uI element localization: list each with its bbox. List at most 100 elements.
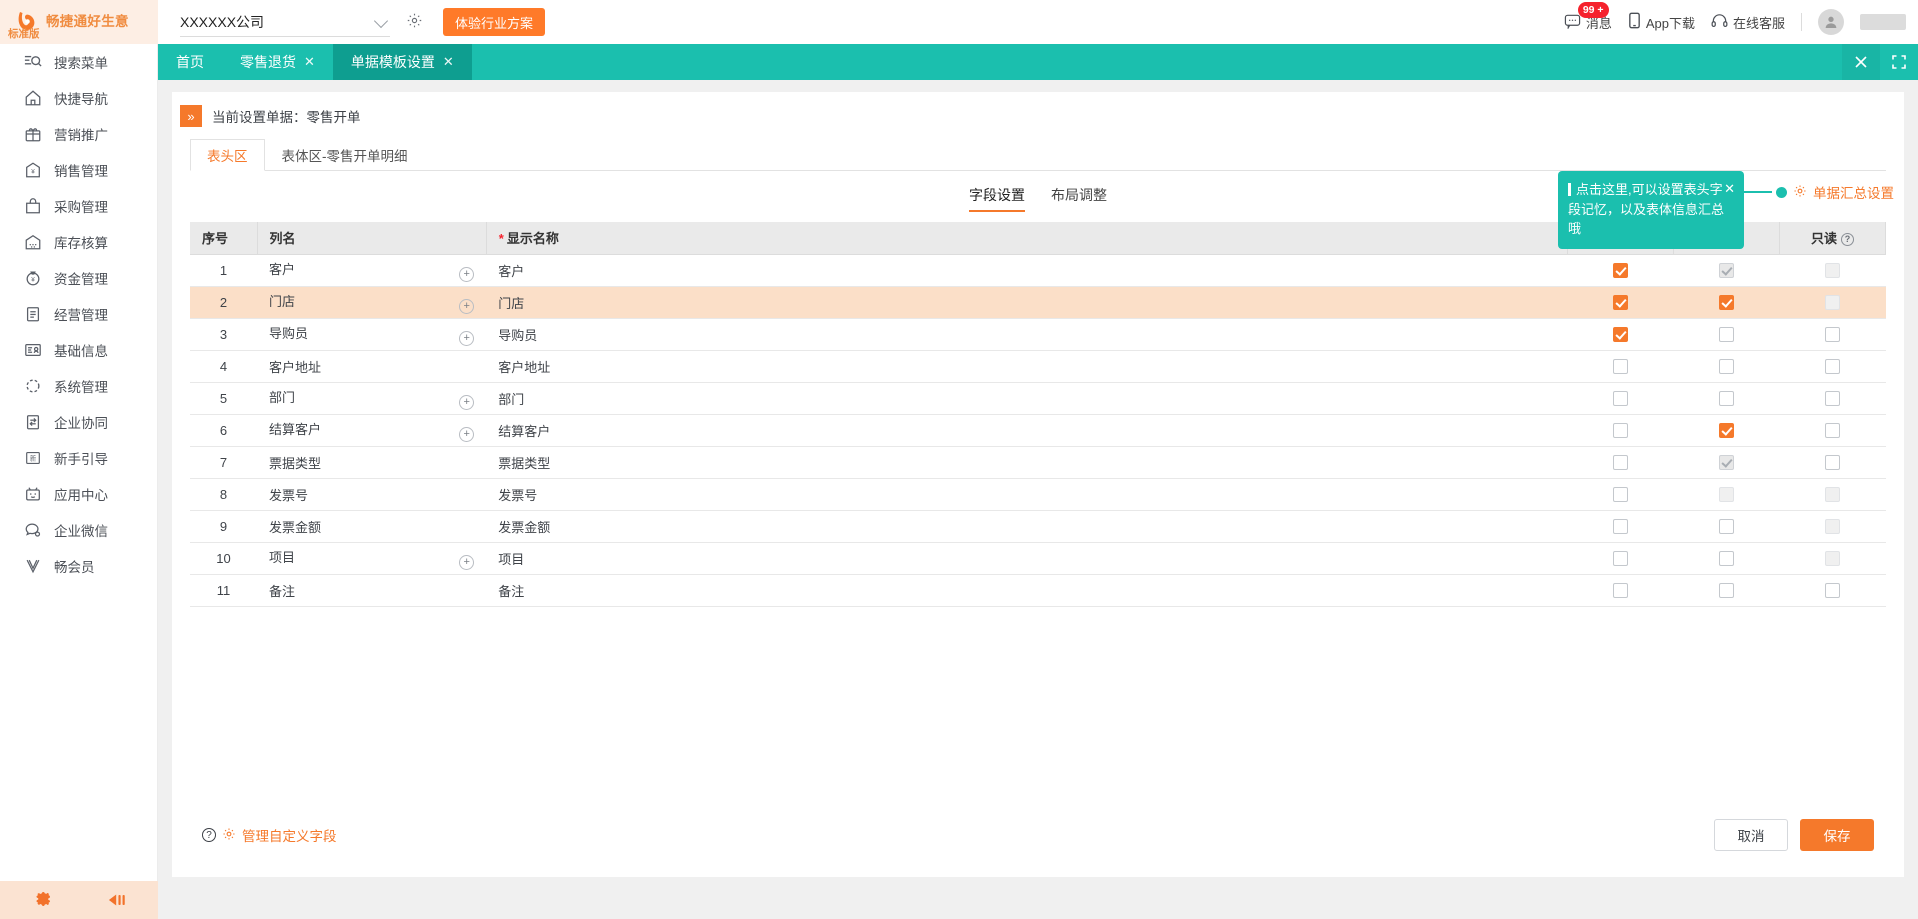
cell-display-name[interactable]: 客户 bbox=[486, 254, 1568, 287]
sidebar-item-newbie-guide[interactable]: 新 新手引导 bbox=[0, 440, 157, 476]
table-row[interactable]: 2 门店 + 门店 bbox=[190, 286, 1886, 319]
close-icon[interactable]: ✕ bbox=[442, 54, 454, 69]
table-row[interactable]: 5 部门 + 部门 bbox=[190, 382, 1886, 415]
table-row[interactable]: 7 票据类型 票据类型 bbox=[190, 446, 1886, 479]
cell-display-name[interactable]: 导购员 bbox=[486, 318, 1568, 351]
table-row[interactable]: 8 发票号 发票号 bbox=[190, 478, 1886, 511]
checkbox-show[interactable] bbox=[1613, 295, 1629, 311]
expand-plus-icon[interactable]: + bbox=[459, 330, 475, 346]
manage-custom-fields-link[interactable]: ? 管理自定义字段 bbox=[202, 825, 337, 845]
cell-required bbox=[1673, 478, 1780, 511]
gear-icon[interactable] bbox=[406, 12, 423, 32]
checkbox-required[interactable] bbox=[1719, 519, 1734, 535]
checkbox-readonly[interactable] bbox=[1824, 327, 1840, 343]
online-service-entry[interactable]: 在线客服 bbox=[1711, 13, 1785, 32]
table-row[interactable]: 6 结算客户 + 结算客户 bbox=[190, 414, 1886, 447]
checkbox-show[interactable] bbox=[1613, 551, 1629, 567]
sidebar-item-operations[interactable]: 经营管理 bbox=[0, 296, 157, 332]
cell-display-name[interactable]: 部门 bbox=[486, 382, 1568, 415]
checkbox-readonly[interactable] bbox=[1824, 359, 1840, 375]
sidebar-item-wecom[interactable]: 企业微信 bbox=[0, 512, 157, 548]
tab-field-settings[interactable]: 字段设置 bbox=[969, 185, 1025, 212]
cell-display-name[interactable]: 门店 bbox=[486, 286, 1568, 319]
messages-entry[interactable]: 消息 99 + bbox=[1564, 1, 1612, 32]
sidebar-item-sales[interactable]: ¥ 销售管理 bbox=[0, 152, 157, 188]
checkbox-show[interactable] bbox=[1613, 263, 1629, 279]
expand-plus-icon[interactable]: + bbox=[459, 298, 475, 314]
close-icon[interactable] bbox=[1842, 44, 1880, 80]
tab-retail-return[interactable]: 零售退货 ✕ bbox=[222, 44, 333, 80]
sidebar-item-collaboration[interactable]: 企业协同 bbox=[0, 404, 157, 440]
checkbox-required bbox=[1719, 455, 1734, 471]
company-select[interactable]: XXXXXX公司 bbox=[180, 7, 390, 37]
sidebar-item-search-menu[interactable]: 搜索菜单 bbox=[0, 44, 157, 80]
tab-header-area[interactable]: 表头区 bbox=[190, 139, 265, 171]
save-button[interactable]: 保存 bbox=[1800, 819, 1874, 851]
experience-solution-button[interactable]: 体验行业方案 bbox=[443, 8, 546, 36]
expand-plus-icon[interactable]: + bbox=[459, 394, 475, 410]
checkbox-show[interactable] bbox=[1613, 455, 1629, 471]
tab-doc-template-settings[interactable]: 单据模板设置 ✕ bbox=[332, 44, 472, 80]
cell-display-name[interactable]: 结算客户 bbox=[486, 414, 1568, 447]
checkbox-required[interactable] bbox=[1719, 295, 1734, 311]
cell-column-name: 门店 + bbox=[257, 286, 487, 319]
table-row[interactable]: 4 客户地址 客户地址 bbox=[190, 350, 1886, 383]
cell-required bbox=[1673, 510, 1780, 543]
close-icon[interactable]: ✕ bbox=[304, 54, 315, 69]
checkbox-readonly[interactable] bbox=[1824, 583, 1840, 599]
tab-layout-adjust[interactable]: 布局调整 bbox=[1051, 185, 1107, 212]
checkbox-readonly[interactable] bbox=[1824, 423, 1840, 439]
table-row[interactable]: 11 备注 备注 bbox=[190, 574, 1886, 607]
expand-plus-icon[interactable]: + bbox=[459, 554, 475, 570]
sidebar-item-marketing[interactable]: 营销推广 bbox=[0, 116, 157, 152]
question-icon[interactable]: ? bbox=[1841, 232, 1854, 246]
table-row[interactable]: 9 发票金额 发票金额 bbox=[190, 510, 1886, 543]
checkbox-required[interactable] bbox=[1719, 359, 1734, 375]
expand-plus-icon[interactable]: + bbox=[459, 426, 475, 442]
sidebar-item-funds[interactable]: ¥ 资金管理 bbox=[0, 260, 157, 296]
sidebar-item-system[interactable]: 系统管理 bbox=[0, 368, 157, 404]
sidebar-item-quick-nav[interactable]: 快捷导航 bbox=[0, 80, 157, 116]
sidebar-item-basic-info[interactable]: 基础信息 bbox=[0, 332, 157, 368]
checkbox-show[interactable] bbox=[1613, 327, 1629, 343]
checkbox-readonly[interactable] bbox=[1824, 391, 1840, 407]
checkbox-required[interactable] bbox=[1719, 583, 1734, 599]
cell-display-name[interactable]: 发票金额 bbox=[486, 510, 1568, 543]
sidebar-item-purchase[interactable]: 采购管理 bbox=[0, 188, 157, 224]
cell-display-name[interactable]: 发票号 bbox=[486, 478, 1568, 511]
fullscreen-icon[interactable] bbox=[1880, 44, 1918, 80]
cell-display-name[interactable]: 客户地址 bbox=[486, 350, 1568, 383]
checkbox-show[interactable] bbox=[1613, 583, 1629, 599]
checkbox-show[interactable] bbox=[1613, 359, 1629, 375]
table-row[interactable]: 10 项目 + 项目 bbox=[190, 542, 1886, 575]
checkbox-readonly bbox=[1824, 295, 1840, 311]
sidebar-item-inventory[interactable]: 库存核算 bbox=[0, 224, 157, 260]
tab-home[interactable]: 首页 bbox=[158, 44, 222, 80]
checkbox-required[interactable] bbox=[1719, 551, 1734, 567]
checkbox-readonly[interactable] bbox=[1824, 455, 1840, 471]
gear-icon[interactable] bbox=[36, 891, 52, 910]
avatar[interactable] bbox=[1818, 9, 1844, 35]
checkbox-show[interactable] bbox=[1613, 423, 1629, 439]
collapse-icon[interactable] bbox=[108, 893, 128, 907]
checkbox-show[interactable] bbox=[1613, 519, 1629, 535]
checkbox-show[interactable] bbox=[1613, 391, 1629, 407]
cancel-button[interactable]: 取消 bbox=[1714, 819, 1788, 851]
checkbox-required[interactable] bbox=[1719, 391, 1734, 407]
checkbox-required[interactable] bbox=[1719, 327, 1734, 343]
tab-body-area[interactable]: 表体区-零售开单明细 bbox=[265, 139, 425, 171]
cell-display-name[interactable]: 票据类型 bbox=[486, 446, 1568, 479]
cell-column-name: 票据类型 bbox=[257, 446, 487, 479]
close-icon[interactable]: ✕ bbox=[1724, 181, 1735, 196]
sidebar-item-app-center[interactable]: 应用中心 bbox=[0, 476, 157, 512]
checkbox-required[interactable] bbox=[1719, 423, 1734, 439]
brand-logo-area[interactable]: 畅捷通好生意 标准版 bbox=[0, 0, 158, 44]
app-download-entry[interactable]: App下载 bbox=[1628, 12, 1695, 32]
cell-display-name[interactable]: 项目 bbox=[486, 542, 1568, 575]
cell-display-name[interactable]: 备注 bbox=[486, 574, 1568, 607]
table-row[interactable]: 1 客户 + 客户 bbox=[190, 254, 1886, 287]
checkbox-show[interactable] bbox=[1613, 487, 1629, 503]
sidebar-item-vip[interactable]: 畅会员 bbox=[0, 548, 157, 584]
expand-plus-icon[interactable]: + bbox=[459, 266, 475, 282]
table-row[interactable]: 3 导购员 + 导购员 bbox=[190, 318, 1886, 351]
